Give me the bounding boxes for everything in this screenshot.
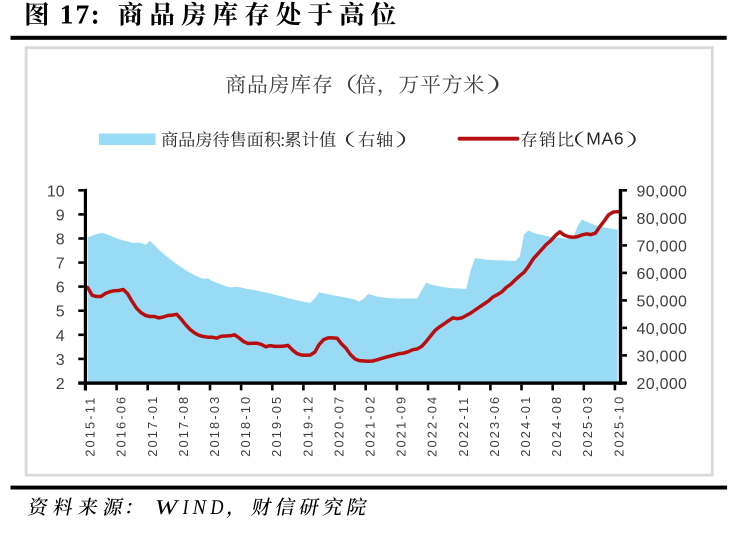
svg-text:2: 2: [56, 376, 65, 393]
svg-text:MA6: MA6: [586, 128, 624, 148]
svg-text:2022-11: 2022-11: [456, 396, 471, 457]
svg-text:7: 7: [56, 256, 65, 273]
svg-text:30,000: 30,000: [637, 348, 688, 365]
svg-text:10: 10: [47, 183, 65, 200]
svg-text:2024-01: 2024-01: [518, 395, 533, 457]
svg-text:5: 5: [56, 304, 65, 321]
svg-text:2021-02: 2021-02: [363, 395, 378, 457]
svg-text:2017-08: 2017-08: [176, 395, 191, 457]
svg-text:2018-03: 2018-03: [207, 395, 222, 457]
svg-text:2021-09: 2021-09: [394, 395, 409, 457]
svg-text:40,000: 40,000: [637, 321, 688, 338]
svg-text:20,000: 20,000: [637, 376, 688, 393]
svg-text:8: 8: [56, 231, 65, 248]
svg-text:3: 3: [56, 352, 65, 369]
svg-text:2024-08: 2024-08: [549, 395, 564, 457]
svg-text:60,000: 60,000: [637, 266, 688, 283]
svg-text:90,000: 90,000: [637, 183, 688, 200]
svg-text:80,000: 80,000: [637, 211, 688, 228]
svg-text:2017-01: 2017-01: [145, 395, 160, 457]
svg-text:2022-04: 2022-04: [425, 395, 440, 457]
svg-text:70,000: 70,000: [637, 238, 688, 255]
svg-text:6: 6: [56, 280, 65, 297]
svg-text:2015-11: 2015-11: [83, 396, 98, 457]
svg-text:50,000: 50,000: [637, 293, 688, 310]
svg-text:2016-06: 2016-06: [114, 395, 129, 457]
svg-text:2018-10: 2018-10: [238, 395, 253, 457]
svg-text:2020-07: 2020-07: [331, 395, 346, 457]
svg-text:2023-06: 2023-06: [487, 395, 502, 457]
svg-text:2025-03: 2025-03: [580, 395, 595, 457]
svg-text:2019-05: 2019-05: [269, 395, 284, 457]
svg-text:9: 9: [56, 207, 65, 224]
svg-text:2025-10: 2025-10: [611, 395, 626, 457]
svg-text:4: 4: [56, 328, 65, 345]
svg-text:2019-12: 2019-12: [300, 395, 315, 457]
